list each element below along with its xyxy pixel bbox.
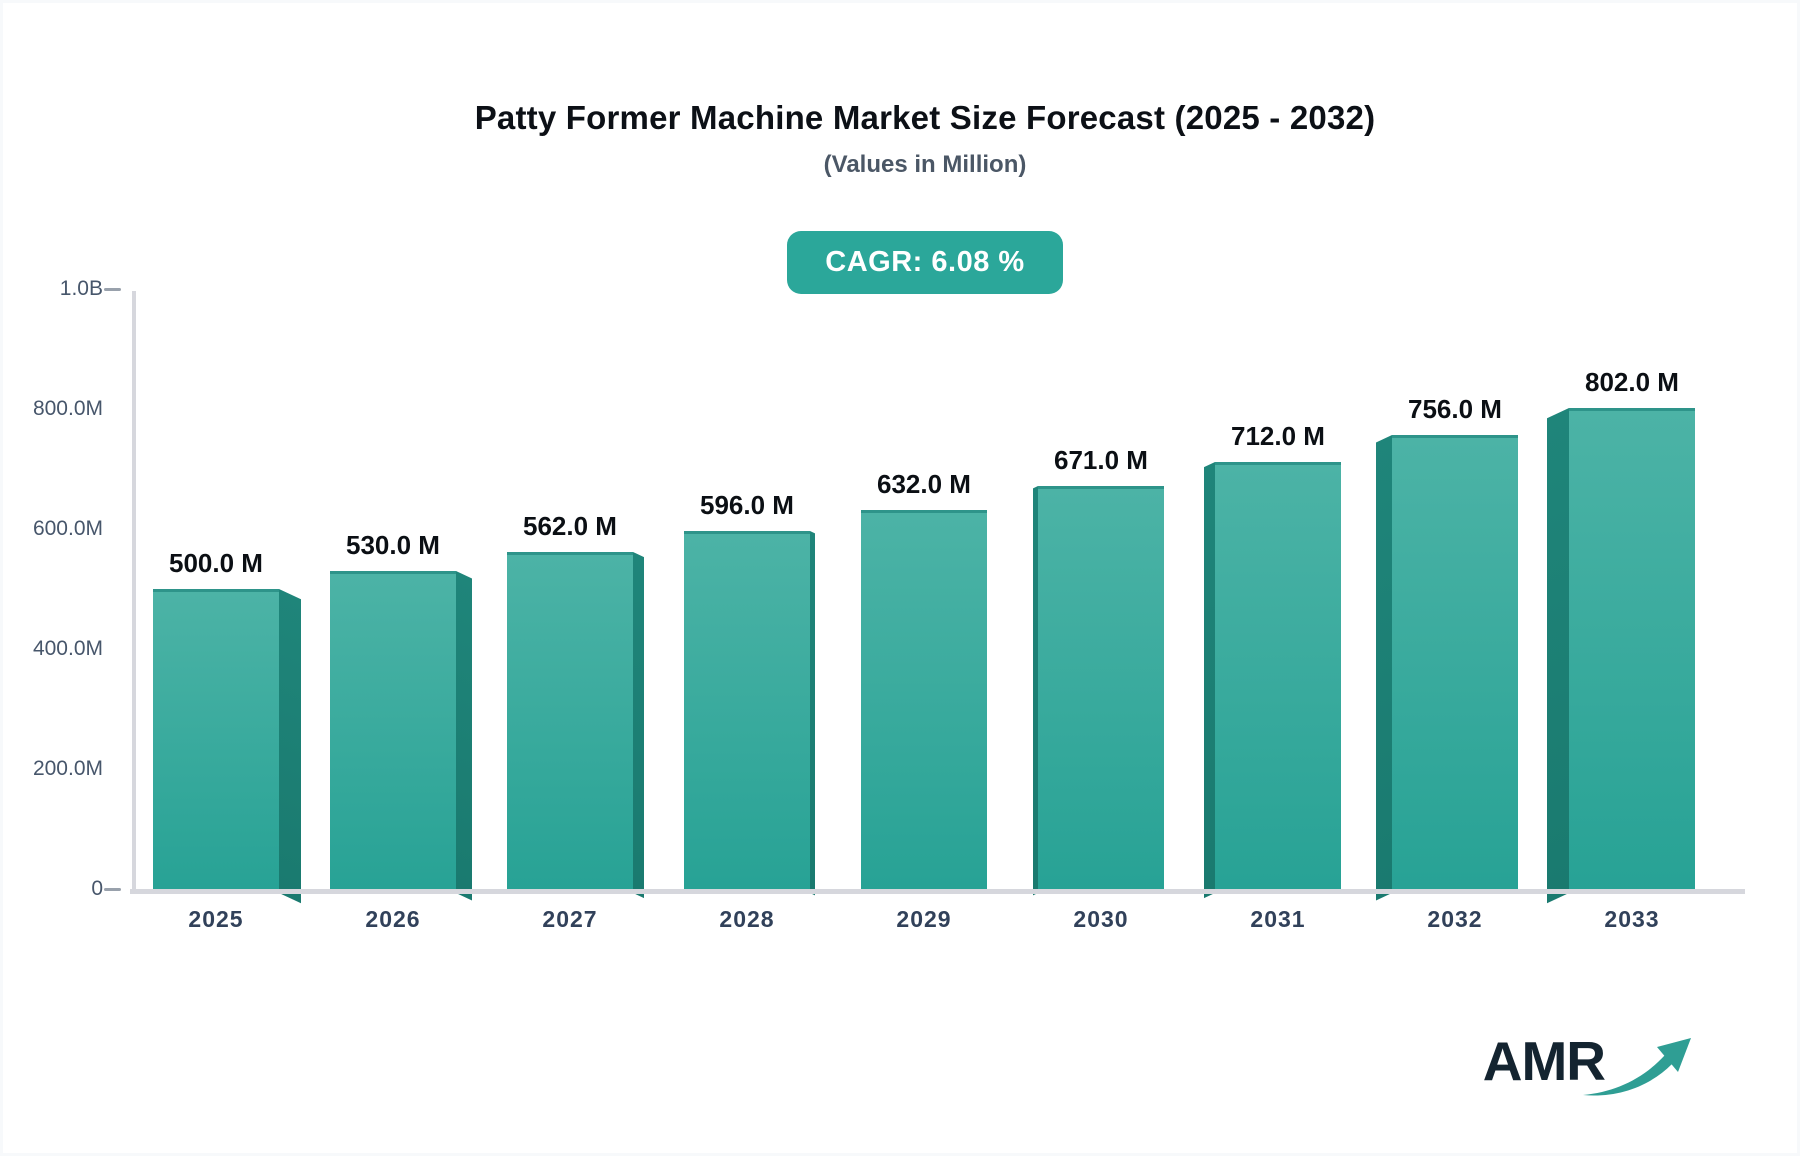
bar-2029[interactable] <box>861 509 987 893</box>
cagr-badge: CAGR: 6.08 % <box>787 231 1063 294</box>
bar-side-face <box>633 551 644 899</box>
y-axis-tick-label: 600.0M <box>32 517 103 540</box>
bar-value-label: 596.0 M <box>700 490 794 521</box>
chart-subtitle: (Values in Million) <box>823 151 1027 178</box>
bar-value-label: 562.0 M <box>523 510 617 541</box>
y-axis-tick-label: 800.0M <box>32 397 103 420</box>
bar-face <box>1038 486 1164 893</box>
bar-2025[interactable] <box>153 589 301 904</box>
bar-side-face <box>1033 486 1038 896</box>
bar-2027[interactable] <box>507 551 644 899</box>
bar-face <box>1569 407 1695 893</box>
bar-side-face <box>1547 407 1569 904</box>
bar-chart-plot: 1.0B 800.0M 600.0M 400.0M 200.0M 0 500.0 M 2025… <box>3 3 1800 1156</box>
bar-face <box>684 531 810 893</box>
bar-2028[interactable] <box>684 531 815 896</box>
bar-2031[interactable] <box>1204 461 1341 899</box>
bar-2026[interactable] <box>330 571 472 901</box>
bar-side-face <box>1204 461 1215 899</box>
chart-canvas: Patty Former Machine Market Size Forecas… <box>3 3 1797 1153</box>
x-axis-label-2025: 2025 <box>188 906 244 932</box>
x-axis-label-2028: 2028 <box>719 906 775 932</box>
x-axis-label-2027: 2027 <box>542 906 598 932</box>
x-axis-baseline <box>130 889 1745 894</box>
x-axis-label-2033: 2033 <box>1604 906 1660 932</box>
y-axis-tick-dash <box>104 288 121 291</box>
x-axis-label-2026: 2026 <box>365 906 421 932</box>
x-axis-label-2031: 2031 <box>1250 906 1306 932</box>
bar-side-face <box>1376 435 1392 901</box>
bar-face <box>153 589 279 893</box>
y-axis-tick-label: 400.0M <box>32 637 103 660</box>
bar-2030[interactable] <box>1033 486 1164 896</box>
amr-logo-text: AMR <box>1482 1030 1606 1092</box>
bar-value-label: 712.0 M <box>1231 420 1325 451</box>
bar-value-label: 530.0 M <box>346 530 440 560</box>
x-axis-label-2029: 2029 <box>896 906 952 932</box>
bar-value-label: 756.0 M <box>1408 394 1502 425</box>
bar-2032[interactable] <box>1376 435 1518 901</box>
bar-side-face <box>810 531 815 896</box>
chart-title: Patty Former Machine Market Size Forecas… <box>474 99 1376 136</box>
y-axis-tick-label: 1.0B <box>59 277 103 300</box>
bar-value-label: 671.0 M <box>1054 445 1148 476</box>
y-axis-tick-label: 200.0M <box>32 757 103 780</box>
x-axis-label-2030: 2030 <box>1073 906 1129 932</box>
bar-2033[interactable] <box>1547 407 1695 904</box>
amr-logo: AMR <box>1483 1031 1693 1101</box>
y-axis-tick-label: 0 <box>91 877 103 900</box>
bar-face <box>861 509 987 893</box>
chart-header: Patty Former Machine Market Size Forecas… <box>3 3 1797 294</box>
growth-arrow-icon <box>1583 1038 1691 1096</box>
bar-face <box>330 571 456 893</box>
bar-value-label: 632.0 M <box>877 468 971 499</box>
bar-value-label: 500.0 M <box>169 548 263 578</box>
bar-face <box>1392 435 1518 893</box>
bar-side-face <box>456 571 472 901</box>
y-axis-line <box>132 291 136 891</box>
bar-face <box>1215 461 1341 893</box>
bar-face <box>507 551 633 893</box>
y-axis-tick-dash <box>104 888 121 891</box>
x-axis-label-2032: 2032 <box>1427 906 1483 932</box>
bar-value-label: 802.0 M <box>1585 366 1679 397</box>
bar-side-face <box>279 589 301 904</box>
